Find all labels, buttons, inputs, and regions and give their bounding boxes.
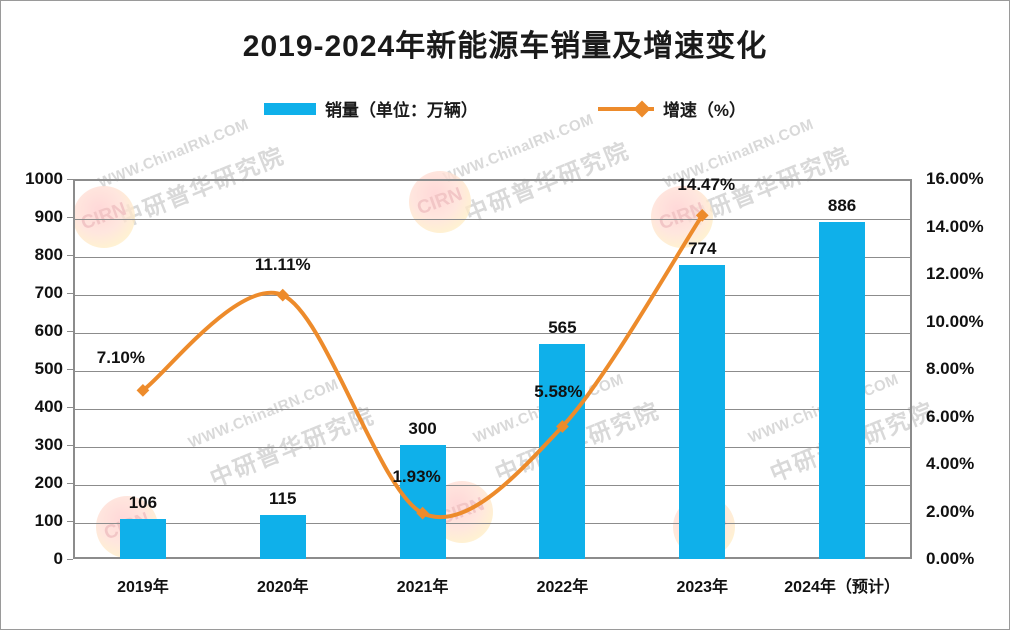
gridline (75, 371, 910, 372)
chart-legend: 销量（单位：万辆） 增速（%） (1, 96, 1009, 121)
legend-marker-line (597, 100, 654, 117)
gridline (75, 333, 910, 334)
bar-value-label: 115 (269, 489, 297, 509)
gridline (75, 409, 910, 410)
growth-value-label: 14.47% (677, 175, 736, 195)
legend-item-sales[interactable]: 销量（单位：万辆） (263, 96, 478, 121)
y-axis-left-tick (67, 559, 73, 560)
legend-diamond-icon (633, 100, 651, 117)
y-axis-left-tick (67, 369, 73, 370)
growth-value-label: 11.11% (254, 255, 311, 275)
legend-label-sales: 销量（单位：万辆） (324, 101, 478, 120)
y-axis-left-tick (67, 217, 73, 218)
y-axis-left-tick (67, 407, 73, 408)
y-axis-right-tick-label: 10.00% (926, 311, 984, 331)
watermark-url: WWW.ChinaIRN.COM (441, 110, 597, 187)
y-axis-right-tick-label: 8.00% (926, 359, 975, 378)
y-axis-left-tick-label: 0 (53, 549, 63, 568)
bar-value-label: 886 (827, 196, 857, 216)
x-axis-tick-label: 2023年 (676, 579, 729, 596)
y-axis-left-tick-label: 300 (34, 435, 63, 454)
plot-area (73, 179, 912, 559)
bar-2020年[interactable] (259, 515, 306, 559)
gridline (75, 219, 910, 220)
bar-value-label: 565 (548, 318, 577, 338)
growth-value-label: 7.10% (96, 348, 146, 368)
x-axis-tick-label: 2019年 (117, 579, 169, 596)
y-axis-right-tick-label: 0.00% (926, 549, 975, 568)
bar-2024年（预计）[interactable] (819, 222, 866, 559)
y-axis-left-tick (67, 483, 73, 484)
chart-title: 2019-2024年新能源车销量及增速变化 (242, 30, 768, 63)
gridline (75, 295, 910, 296)
y-axis-left-tick (67, 521, 73, 522)
legend-swatch-bar (263, 102, 316, 115)
y-axis-left-tick (67, 179, 73, 180)
y-axis-left-tick (67, 331, 73, 332)
y-axis-left-tick-label: 1000 (25, 169, 63, 188)
y-axis-right-tick-label: 4.00% (926, 454, 975, 473)
x-axis-tick-label: 2024年（预计） (784, 579, 900, 596)
growth-value-label: 1.93% (392, 467, 441, 487)
bar-2023年[interactable] (679, 264, 726, 559)
x-axis-tick-label: 2021年 (396, 579, 449, 596)
x-axis-tick-label: 2022年 (536, 579, 589, 596)
y-axis-left-tick-label: 700 (34, 283, 63, 302)
bar-value-label: 774 (688, 238, 717, 258)
y-axis-left-tick-label: 500 (34, 359, 63, 378)
growth-value-label: 5.58% (534, 382, 583, 402)
y-axis-right-tick-label: 2.00% (926, 501, 975, 521)
gridline (75, 485, 910, 486)
y-axis-left-tick-label: 400 (34, 397, 63, 416)
y-axis-right-tick-label: 14.00% (926, 216, 984, 236)
bar-2021年[interactable] (399, 445, 446, 559)
gridline (75, 447, 910, 448)
bar-2019年[interactable] (119, 518, 166, 559)
y-axis-left-tick-label: 600 (34, 321, 63, 340)
x-axis-tick-label: 2020年 (256, 579, 309, 596)
legend-label-growth: 增速（%） (662, 101, 747, 120)
gridline (75, 523, 910, 524)
y-axis-left-tick-label: 900 (34, 207, 63, 226)
y-axis-left-tick-label: 200 (34, 473, 63, 492)
y-axis-right-tick-label: 16.00% (926, 169, 984, 188)
y-axis-right-tick-label: 6.00% (926, 406, 975, 426)
y-axis-left-tick (67, 445, 73, 446)
y-axis-left-tick-label: 800 (34, 245, 63, 264)
y-axis-right-tick-label: 12.00% (926, 264, 984, 283)
gridline (75, 257, 910, 258)
bar-value-label: 106 (128, 492, 158, 512)
bar-value-label: 300 (408, 419, 437, 438)
y-axis-left-tick (67, 255, 73, 256)
y-axis-left-tick (67, 293, 73, 294)
legend-item-growth[interactable]: 增速（%） (597, 96, 747, 121)
bar-2022年[interactable] (539, 344, 586, 559)
y-axis-left-tick-label: 100 (34, 511, 63, 530)
legend-line-segment (597, 106, 654, 111)
